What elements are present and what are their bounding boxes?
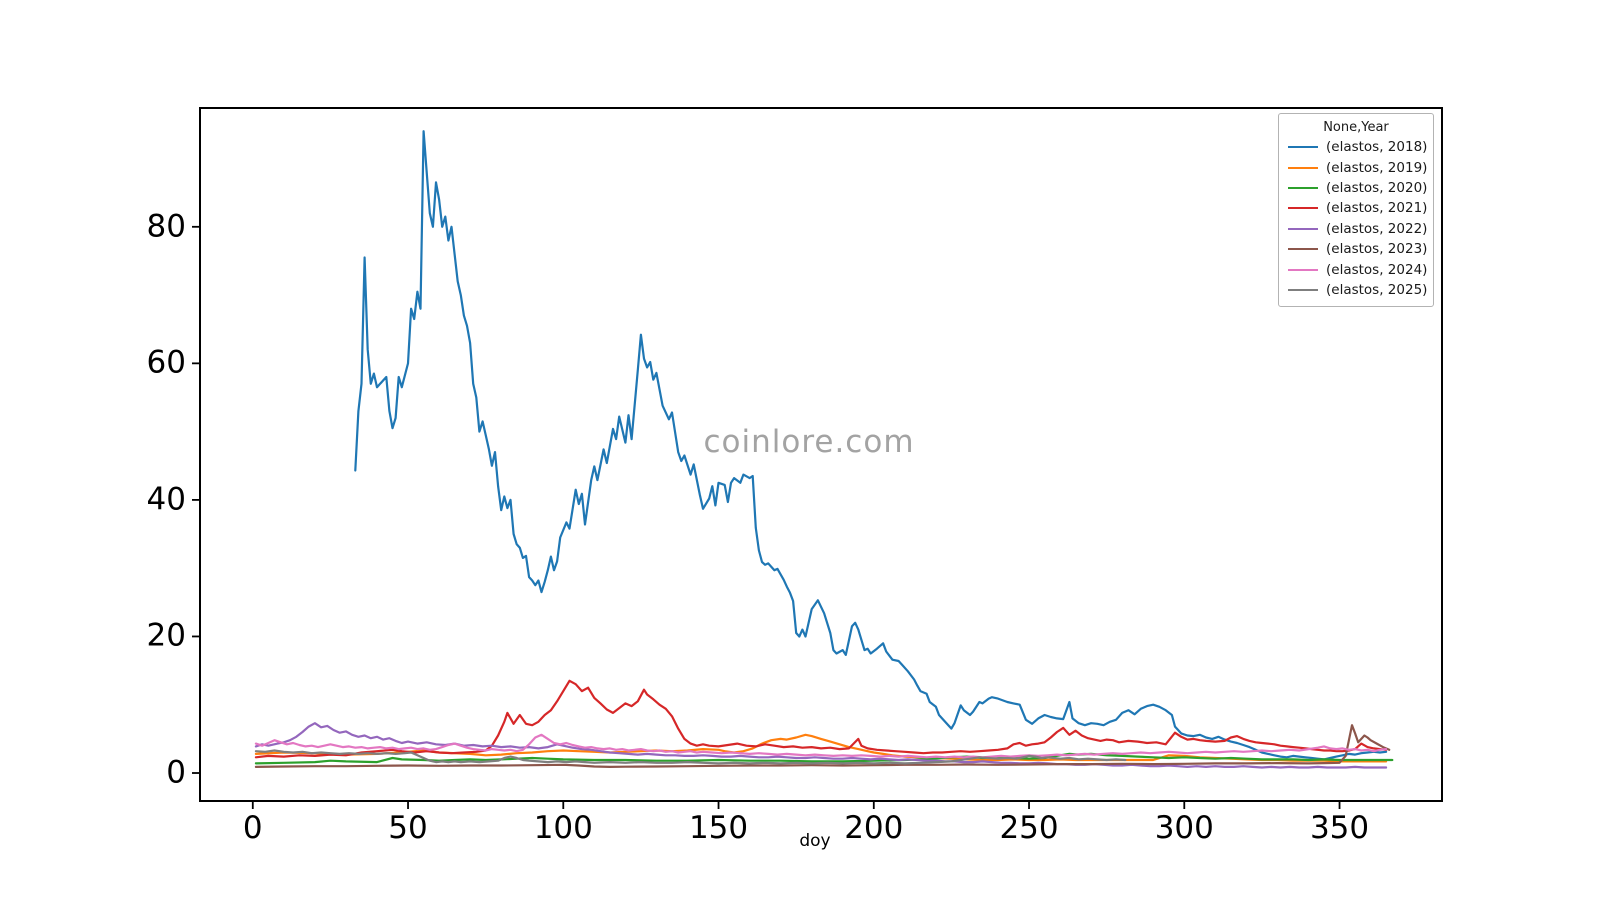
- x-tick-label-250: 250: [999, 810, 1059, 846]
- legend-entry: (elastos, 2023): [1279, 239, 1433, 259]
- legend-swatch-line: [1288, 166, 1318, 169]
- legend-title: None,Year: [1323, 120, 1389, 135]
- x-tick-label-350: 350: [1309, 810, 1370, 846]
- series-line-elastos2025: [254, 749, 1127, 765]
- series-line-elastos2024: [254, 733, 1388, 759]
- legend-entry-label: (elastos, 2020): [1326, 179, 1428, 196]
- legend-entry-label: (elastos, 2019): [1326, 159, 1428, 176]
- legend-entry-label: (elastos, 2025): [1326, 281, 1428, 298]
- legend-entry-label: (elastos, 2018): [1326, 139, 1428, 156]
- legend-swatch-line: [1288, 146, 1318, 149]
- legend-entry-label: (elastos, 2022): [1326, 220, 1428, 237]
- legend-swatch-line: [1288, 248, 1318, 251]
- legend: None,Year (elastos, 2018) (elastos, 2019)…: [1278, 113, 1434, 307]
- legend-swatch-line: [1288, 227, 1318, 230]
- legend-entry-label: (elastos, 2024): [1326, 261, 1428, 278]
- series-line-elastos2019: [254, 733, 1388, 763]
- y-tick-label-20: 20: [146, 617, 186, 654]
- x-axis-label: doy: [799, 831, 831, 851]
- axes-box: [199, 107, 1443, 802]
- legend-entry: (elastos, 2025): [1279, 280, 1433, 300]
- legend-entries: (elastos, 2018) (elastos, 2019) (elastos, …: [1279, 137, 1433, 300]
- legend-entry-label: (elastos, 2021): [1326, 200, 1428, 217]
- x-tick-label-300: 300: [1154, 810, 1214, 846]
- legend-entry: (elastos, 2018): [1279, 137, 1433, 157]
- y-tick-label-40: 40: [146, 481, 186, 518]
- watermark: coinlore.com: [703, 424, 915, 460]
- y-tick-label-60: 60: [146, 344, 186, 381]
- legend-swatch-line: [1288, 288, 1318, 291]
- legend-entry: (elastos, 2021): [1279, 198, 1433, 218]
- legend-swatch-line: [1288, 207, 1318, 210]
- legend-swatch-line: [1288, 268, 1318, 271]
- series-line-elastos2021: [254, 679, 1388, 759]
- x-tick-label-50: 50: [388, 810, 428, 846]
- legend-entry: (elastos, 2020): [1279, 178, 1433, 198]
- y-tick-label-0: 0: [166, 754, 186, 791]
- legend-entry: (elastos, 2022): [1279, 219, 1433, 239]
- x-tick-label-0: 0: [242, 810, 263, 846]
- x-tick-label-150: 150: [688, 810, 749, 846]
- legend-entry: (elastos, 2019): [1279, 157, 1433, 177]
- series-line-elastos2022: [254, 722, 1388, 769]
- x-tick-label-200: 200: [844, 810, 904, 846]
- x-tick-label-100: 100: [533, 810, 593, 846]
- series-line-elastos2023: [254, 724, 1391, 769]
- legend-entry: (elastos, 2024): [1279, 259, 1433, 279]
- legend-entry-label: (elastos, 2023): [1326, 241, 1428, 258]
- y-tick-label-80: 80: [146, 208, 186, 245]
- legend-swatch-line: [1288, 186, 1318, 189]
- series-line-elastos2018: [354, 130, 1388, 761]
